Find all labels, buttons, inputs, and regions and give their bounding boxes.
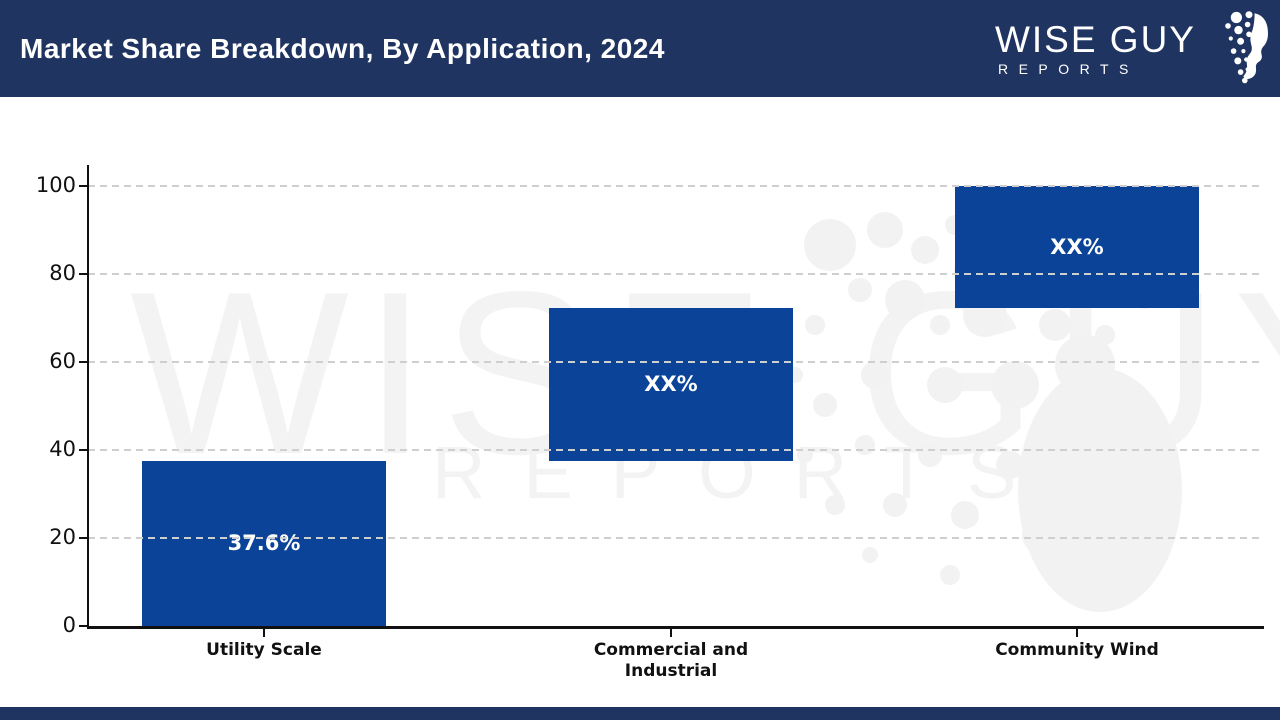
- header-bar: Market Share Breakdown, By Application, …: [0, 0, 1280, 97]
- gridline-60: [88, 361, 1262, 363]
- brand-text: WISE GUY REPORTS: [995, 21, 1196, 77]
- y-tick-label: 80: [49, 261, 76, 285]
- y-tick-mark: [79, 273, 88, 275]
- gridline-80: [88, 273, 1262, 275]
- y-tick-label: 20: [49, 525, 76, 549]
- x-tick-label: Commercial and Industrial: [593, 640, 749, 681]
- plot-area: 37.6% XX% XX%: [88, 165, 1262, 626]
- y-tick-label: 0: [62, 613, 76, 637]
- brand-wiseguy-label: WISE GUY: [994, 19, 1196, 60]
- bar-value-label: XX%: [1050, 235, 1104, 260]
- y-tick-mark: [79, 185, 88, 187]
- brand-logo: WISE GUY REPORTS: [995, 10, 1270, 88]
- x-tick-label: Community Wind: [995, 640, 1159, 660]
- page-title: Market Share Breakdown, By Application, …: [20, 32, 665, 64]
- y-tick-label: 100: [35, 173, 76, 197]
- x-tick-mark: [263, 629, 265, 637]
- y-tick-mark: [79, 449, 88, 451]
- x-tick-mark: [1076, 629, 1078, 637]
- y-tick-mark: [79, 361, 88, 363]
- footer-bar: [0, 707, 1280, 720]
- gridline-20: [88, 537, 1262, 539]
- y-tick-label: 40: [49, 437, 76, 461]
- bar-value-label: 37.6%: [227, 531, 301, 556]
- x-tick-label: Utility Scale: [206, 640, 322, 660]
- x-tick-mark: [670, 629, 672, 637]
- x-axis-line: [87, 626, 1264, 629]
- gridline-100: [88, 185, 1262, 187]
- gridline-40: [88, 449, 1262, 451]
- bar-value-label: XX%: [644, 372, 698, 397]
- y-tick-mark: [79, 537, 88, 539]
- y-tick-label: 60: [49, 349, 76, 373]
- brand-reports-label: REPORTS: [997, 61, 1139, 77]
- bar-1: 37.6%: [142, 460, 386, 626]
- bar-2: XX%: [549, 308, 793, 461]
- y-axis-line: [87, 165, 89, 629]
- brand-face-icon: [1225, 11, 1268, 84]
- y-tick-mark: [79, 625, 88, 627]
- bar-3: XX%: [955, 186, 1199, 309]
